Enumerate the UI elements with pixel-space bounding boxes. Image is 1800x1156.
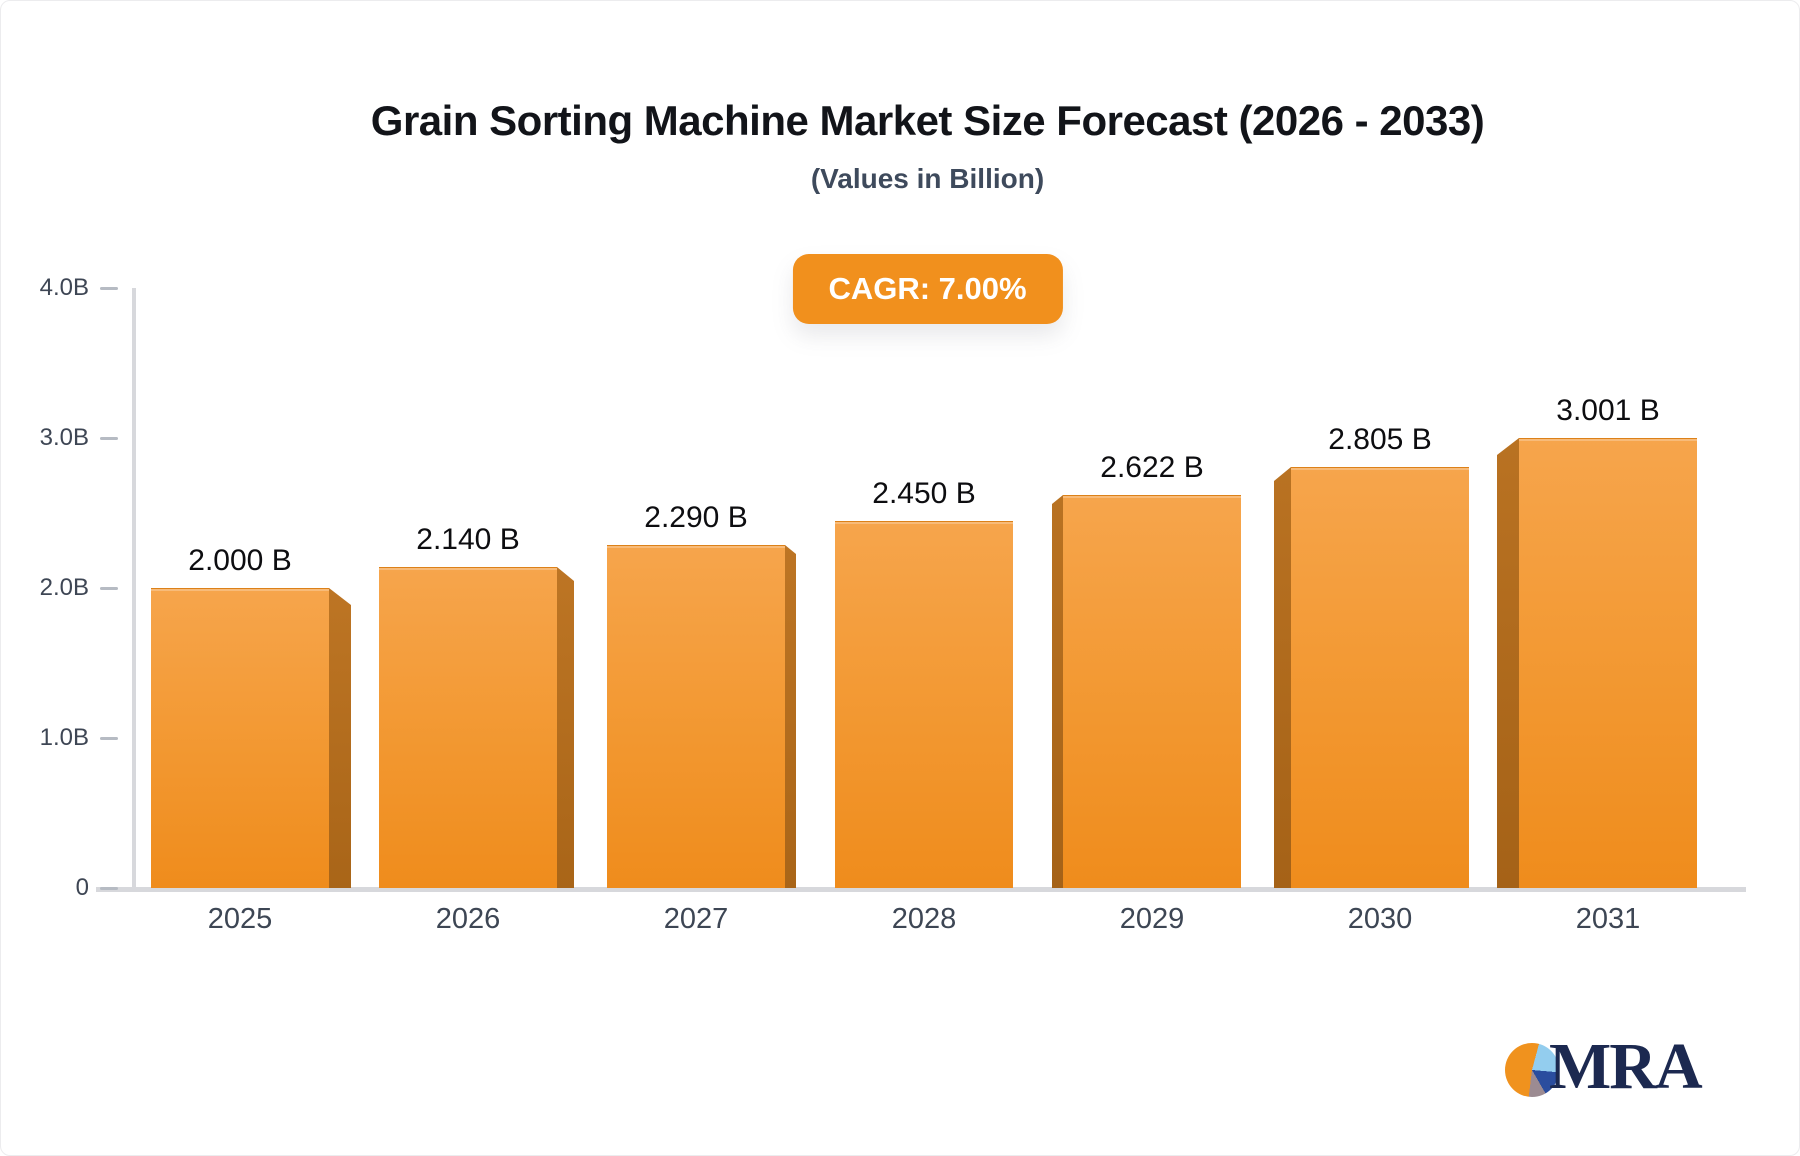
- bar-side-2031: [1497, 438, 1519, 888]
- bar-side-2029: [1052, 495, 1063, 888]
- y-tick-dash-0: [100, 887, 118, 890]
- mra-logo-pie-icon: [1505, 1043, 1559, 1097]
- y-tick-dash-4.0B: [100, 287, 118, 290]
- y-tick-label-4.0B: 4.0B: [39, 274, 89, 301]
- y-tick-dash-1.0B: [100, 737, 118, 740]
- bar-side-2025: [329, 588, 351, 888]
- bar-2030[interactable]: [1291, 467, 1469, 888]
- bar-2026[interactable]: [379, 567, 557, 888]
- bar-value-label-2029: 2.622 B: [1100, 451, 1204, 484]
- cagr-badge: CAGR: 7.00%: [792, 254, 1063, 324]
- y-axis-line: [132, 288, 136, 890]
- bar-value-label-2031: 3.001 B: [1556, 394, 1660, 427]
- bar-value-label-2026: 2.140 B: [416, 523, 520, 556]
- x-axis-label-2025: 2025: [207, 903, 273, 935]
- x-axis-label-2027: 2027: [663, 903, 729, 935]
- bar-2029[interactable]: [1063, 495, 1241, 888]
- bar-side-2026: [557, 567, 574, 888]
- x-axis-label-2026: 2026: [435, 903, 501, 935]
- mra-logo-text: MRA: [1549, 1030, 1703, 1103]
- bar-side-2027: [785, 545, 796, 888]
- bar-side-2030: [1274, 467, 1291, 888]
- bar-2027[interactable]: [607, 545, 785, 888]
- x-axis-line: [96, 887, 1746, 892]
- y-tick-label-2.0B: 2.0B: [39, 574, 89, 601]
- x-axis-label-2031: 2031: [1575, 903, 1641, 935]
- chart-title: Grain Sorting Machine Market Size Foreca…: [370, 97, 1485, 144]
- x-axis-label-2028: 2028: [891, 903, 957, 935]
- x-axis-label-2029: 2029: [1119, 903, 1185, 935]
- bar-2031[interactable]: [1519, 438, 1697, 888]
- bar-value-label-2028: 2.450 B: [872, 477, 976, 510]
- y-tick-label-0: 0: [75, 874, 89, 901]
- y-tick-dash-3.0B: [100, 437, 118, 440]
- y-tick-dash-2.0B: [100, 587, 118, 590]
- x-axis-label-2030: 2030: [1347, 903, 1413, 935]
- chart-subtitle: (Values in Billion): [810, 163, 1045, 194]
- mra-logo: MRA: [1505, 1030, 1765, 1113]
- bar-value-label-2030: 2.805 B: [1328, 423, 1432, 456]
- y-tick-label-3.0B: 3.0B: [39, 424, 89, 451]
- bar-2025[interactable]: [151, 588, 329, 888]
- bar-value-label-2027: 2.290 B: [644, 501, 748, 534]
- bar-value-label-2025: 2.000 B: [188, 544, 292, 577]
- bar-2028[interactable]: [835, 521, 1013, 888]
- y-tick-label-1.0B: 1.0B: [39, 724, 89, 751]
